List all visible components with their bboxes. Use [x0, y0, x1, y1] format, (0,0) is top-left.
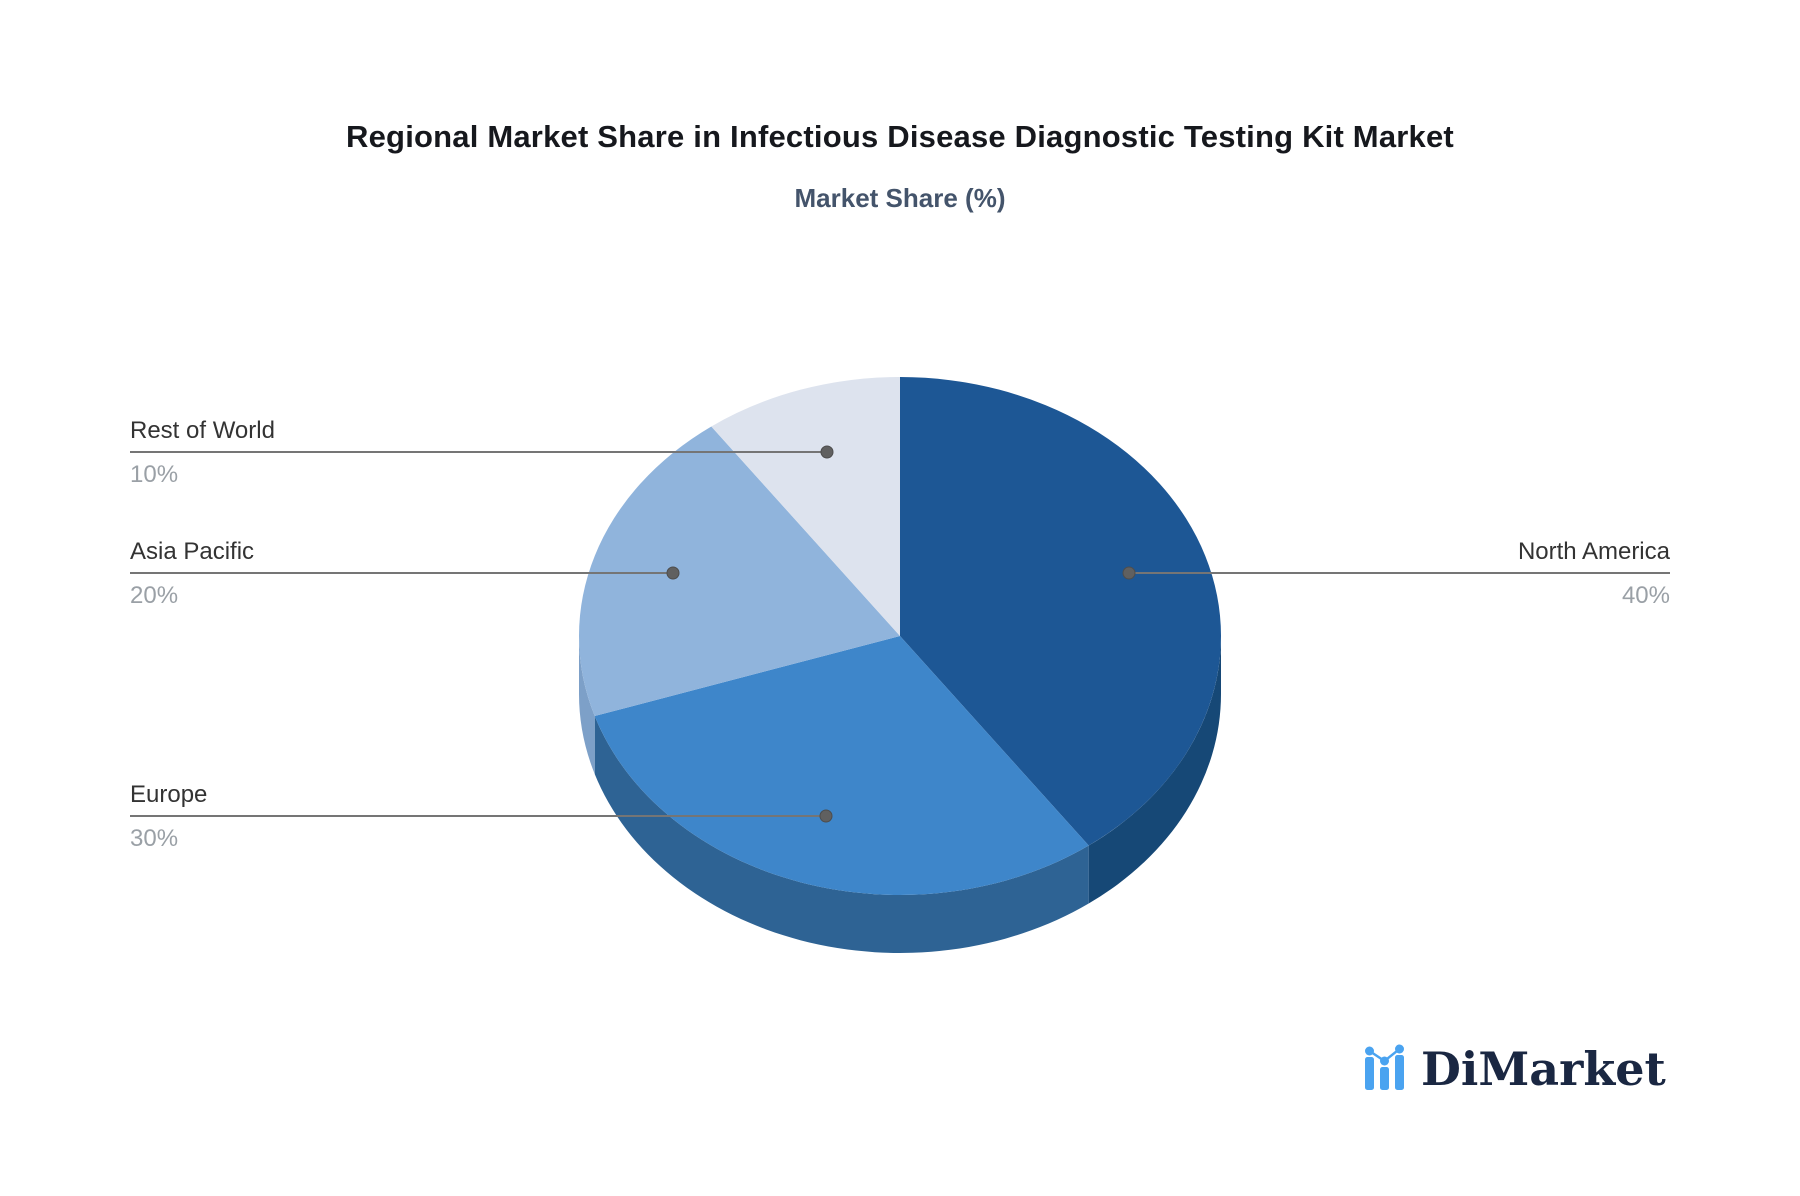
callout-value-rest-of-world: 10%	[130, 461, 179, 488]
chart-title: Regional Market Share in Infectious Dise…	[346, 119, 1454, 154]
pie-slice-asia-pacific[interactable]	[579, 426, 900, 717]
dimarket-logo-text: DiMarket	[1421, 1042, 1666, 1096]
dimarket-logo: DiMarket	[1363, 1032, 1666, 1094]
callout-dot-europe	[819, 809, 833, 823]
pie-side-europe	[594, 716, 1089, 953]
callout-label-north-america: North America	[1517, 538, 1670, 565]
callout-dot-rest-of-world	[820, 445, 834, 459]
pie-slice-rest-of-world[interactable]	[711, 377, 900, 636]
callout-value-asia-pacific: 20%	[130, 582, 179, 609]
callout-value-north-america: 40%	[1621, 582, 1670, 609]
callout-value-europe: 30%	[130, 825, 179, 852]
callout-dot-north-america	[1122, 566, 1136, 580]
chart-subtitle: Market Share (%)	[794, 183, 1006, 213]
callout-dot-asia-pacific	[666, 566, 680, 580]
callout-label-europe: Europe	[130, 781, 208, 808]
pie-side-asia-pacific	[579, 636, 595, 775]
callout-label-rest-of-world: Rest of World	[130, 417, 275, 444]
pie-slice-north-america[interactable]	[900, 377, 1221, 846]
dimarket-logo-icon	[1365, 1044, 1404, 1090]
callout-label-asia-pacific: Asia Pacific	[130, 538, 255, 565]
pie-slice-europe[interactable]	[594, 636, 1089, 895]
pie-side-north-america	[1088, 636, 1221, 904]
